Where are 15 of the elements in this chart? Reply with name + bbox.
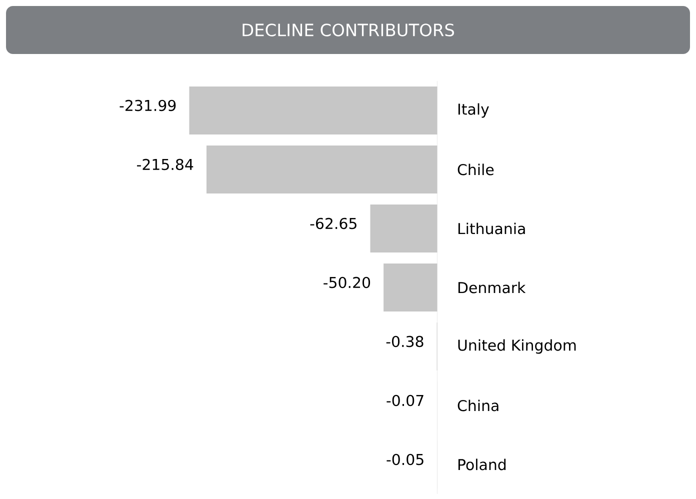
- y-tick-label: Italy: [458, 103, 489, 118]
- data-label: -0.38: [386, 336, 424, 348]
- y-tick-label: Poland: [458, 458, 506, 470]
- chart-title: DECLINE CONTRIBUTORS: [242, 24, 454, 36]
- data-label: -231.99: [120, 100, 176, 112]
- data-label: -0.07: [386, 394, 424, 406]
- y-tick-label: United Kingdom: [458, 339, 576, 354]
- y-tick-label: Denmark: [458, 282, 526, 294]
- y-tick-label: Chile: [458, 164, 494, 176]
- data-label: -50.20: [324, 276, 370, 288]
- data-label: -62.65: [310, 218, 356, 230]
- data-label: -0.05: [386, 454, 424, 466]
- y-tick-label: China: [458, 400, 498, 412]
- data-label: -215.84: [137, 158, 194, 170]
- y-tick-label: Lithuania: [458, 222, 525, 234]
